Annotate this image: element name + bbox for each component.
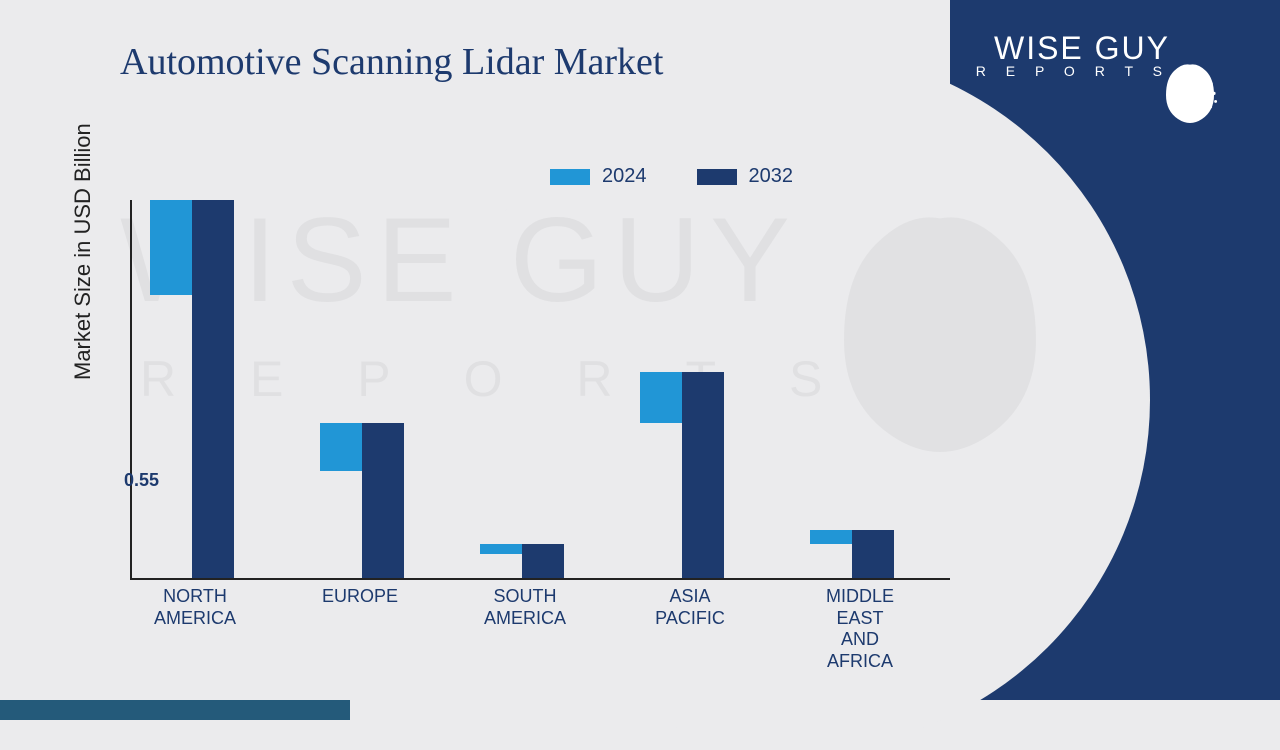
legend-swatch-2024 [550,169,590,185]
logo-text-sub: R E P O R T S [976,63,1170,79]
x-axis-label: NORTHAMERICA [130,586,260,629]
legend-item-2032: 2032 [697,165,794,188]
x-axis-label: MIDDLEEASTANDAFRICA [795,586,925,672]
bar-group [320,423,404,578]
value-label: 0.55 [124,470,159,491]
bar-group [640,372,724,578]
bar-2032 [682,372,724,578]
bar-2032 [192,200,234,578]
legend-swatch-2032 [697,169,737,185]
legend-label-2024: 2024 [602,165,647,188]
y-axis [130,200,132,580]
logo-text-main: WISE GUY [976,30,1170,67]
bar-2032 [522,544,564,578]
brand-logo: WISE GUY R E P O R T S [1056,30,1250,79]
x-axis-label: SOUTHAMERICA [470,586,580,629]
bar-group [480,544,564,578]
chart-legend: 2024 2032 [550,165,793,188]
bar-2024 [320,423,362,471]
bar-group [810,530,894,578]
legend-item-2024: 2024 [550,165,647,188]
x-axis-label: ASIAPACIFIC [635,586,745,629]
bar-2024 [810,530,852,544]
bar-2032 [362,423,404,578]
x-axis-label: EUROPE [305,586,415,608]
bar-2032 [852,530,894,578]
bar-2024 [150,200,192,295]
x-axis [130,578,950,580]
bar-group [150,200,234,578]
bar-chart: 0.55 NORTHAMERICAEUROPESOUTHAMERICAASIAP… [110,200,950,580]
legend-label-2032: 2032 [749,165,794,188]
bar-2024 [640,372,682,424]
y-axis-label: Market Size in USD Billion [70,123,96,380]
chart-title: Automotive Scanning Lidar Market [120,40,664,84]
bar-2024 [480,544,522,554]
